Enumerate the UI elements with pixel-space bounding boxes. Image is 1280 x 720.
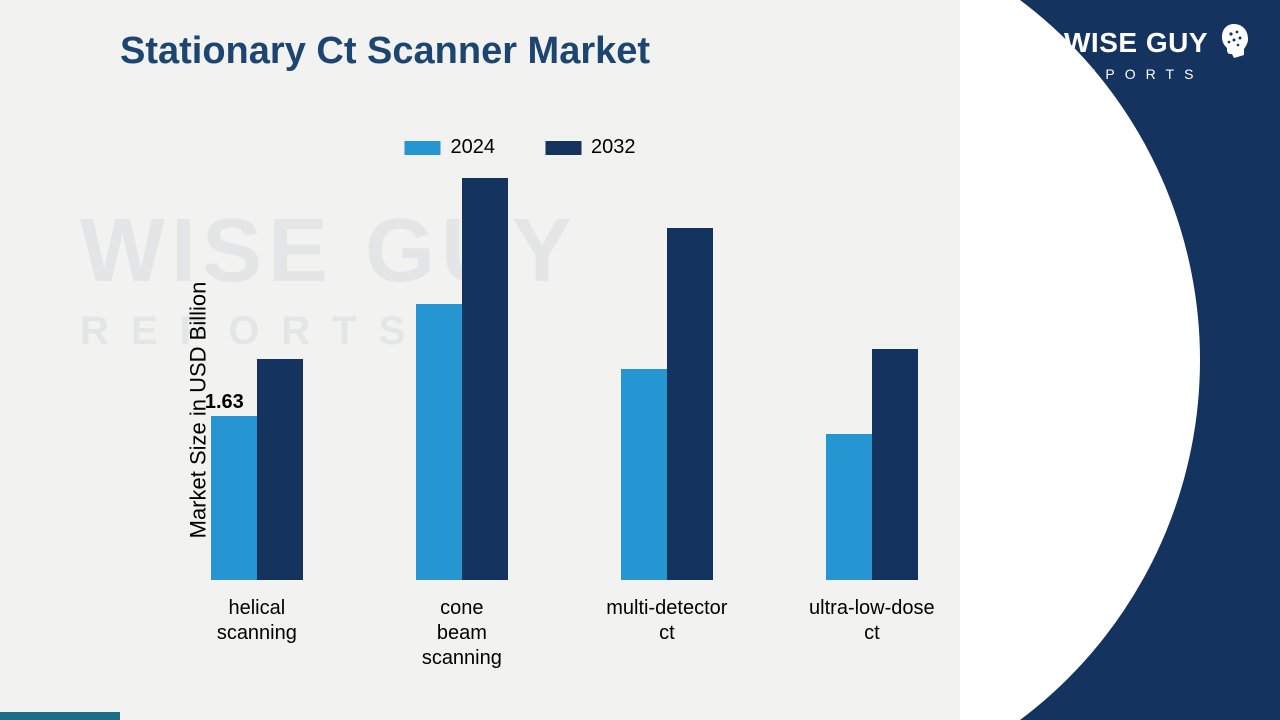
legend-item-2024: 2024 (405, 136, 496, 159)
plot-area: 1.63 (160, 178, 980, 580)
x-axis-label: multi-detectorct (582, 596, 752, 646)
accent-bottom-bar (0, 712, 120, 720)
bar-group: 1.63 (211, 178, 303, 580)
bar-value-label: 1.63 (205, 391, 244, 414)
legend-label-2032: 2032 (591, 136, 636, 159)
legend-swatch-2032 (545, 141, 581, 155)
logo-line1: WISE GUY (1064, 29, 1208, 57)
legend-item-2032: 2032 (545, 136, 636, 159)
bar (257, 359, 303, 580)
right-brand-band: WISE GUY REPORTS (960, 0, 1280, 720)
x-axis-label: conebeamscanning (377, 596, 547, 671)
brand-logo: WISE GUY REPORTS (1064, 20, 1254, 81)
bar-group-bars (826, 178, 918, 580)
x-axis-label: ultra-low-dosect (787, 596, 957, 646)
bar-group-bars (621, 178, 713, 580)
bar (416, 304, 462, 580)
bar-group (416, 178, 508, 580)
chart-title: Stationary Ct Scanner Market (120, 30, 650, 73)
bar-group-bars (416, 178, 508, 580)
bar (211, 416, 257, 580)
legend-swatch-2024 (405, 141, 441, 155)
bar-group (621, 178, 713, 580)
logo-line2: REPORTS (1066, 67, 1254, 81)
bar (872, 349, 918, 580)
bar (826, 434, 872, 580)
x-axis-label: helicalscanning (172, 596, 342, 646)
bar (621, 369, 667, 580)
bar-group-bars (211, 178, 303, 580)
bar (667, 228, 713, 580)
legend-label-2024: 2024 (451, 136, 496, 159)
bar-group (826, 178, 918, 580)
bar (462, 178, 508, 580)
logo-head-icon (1214, 20, 1254, 65)
chart-container: Market Size in USD Billion 2024 2032 1.6… (60, 130, 980, 690)
x-axis-labels: helicalscanning conebeamscanning multi-det… (160, 590, 980, 690)
page-root: WISE GUY REPORTS WISE GUY REPORTS (0, 0, 1280, 720)
legend: 2024 2032 (405, 136, 636, 159)
